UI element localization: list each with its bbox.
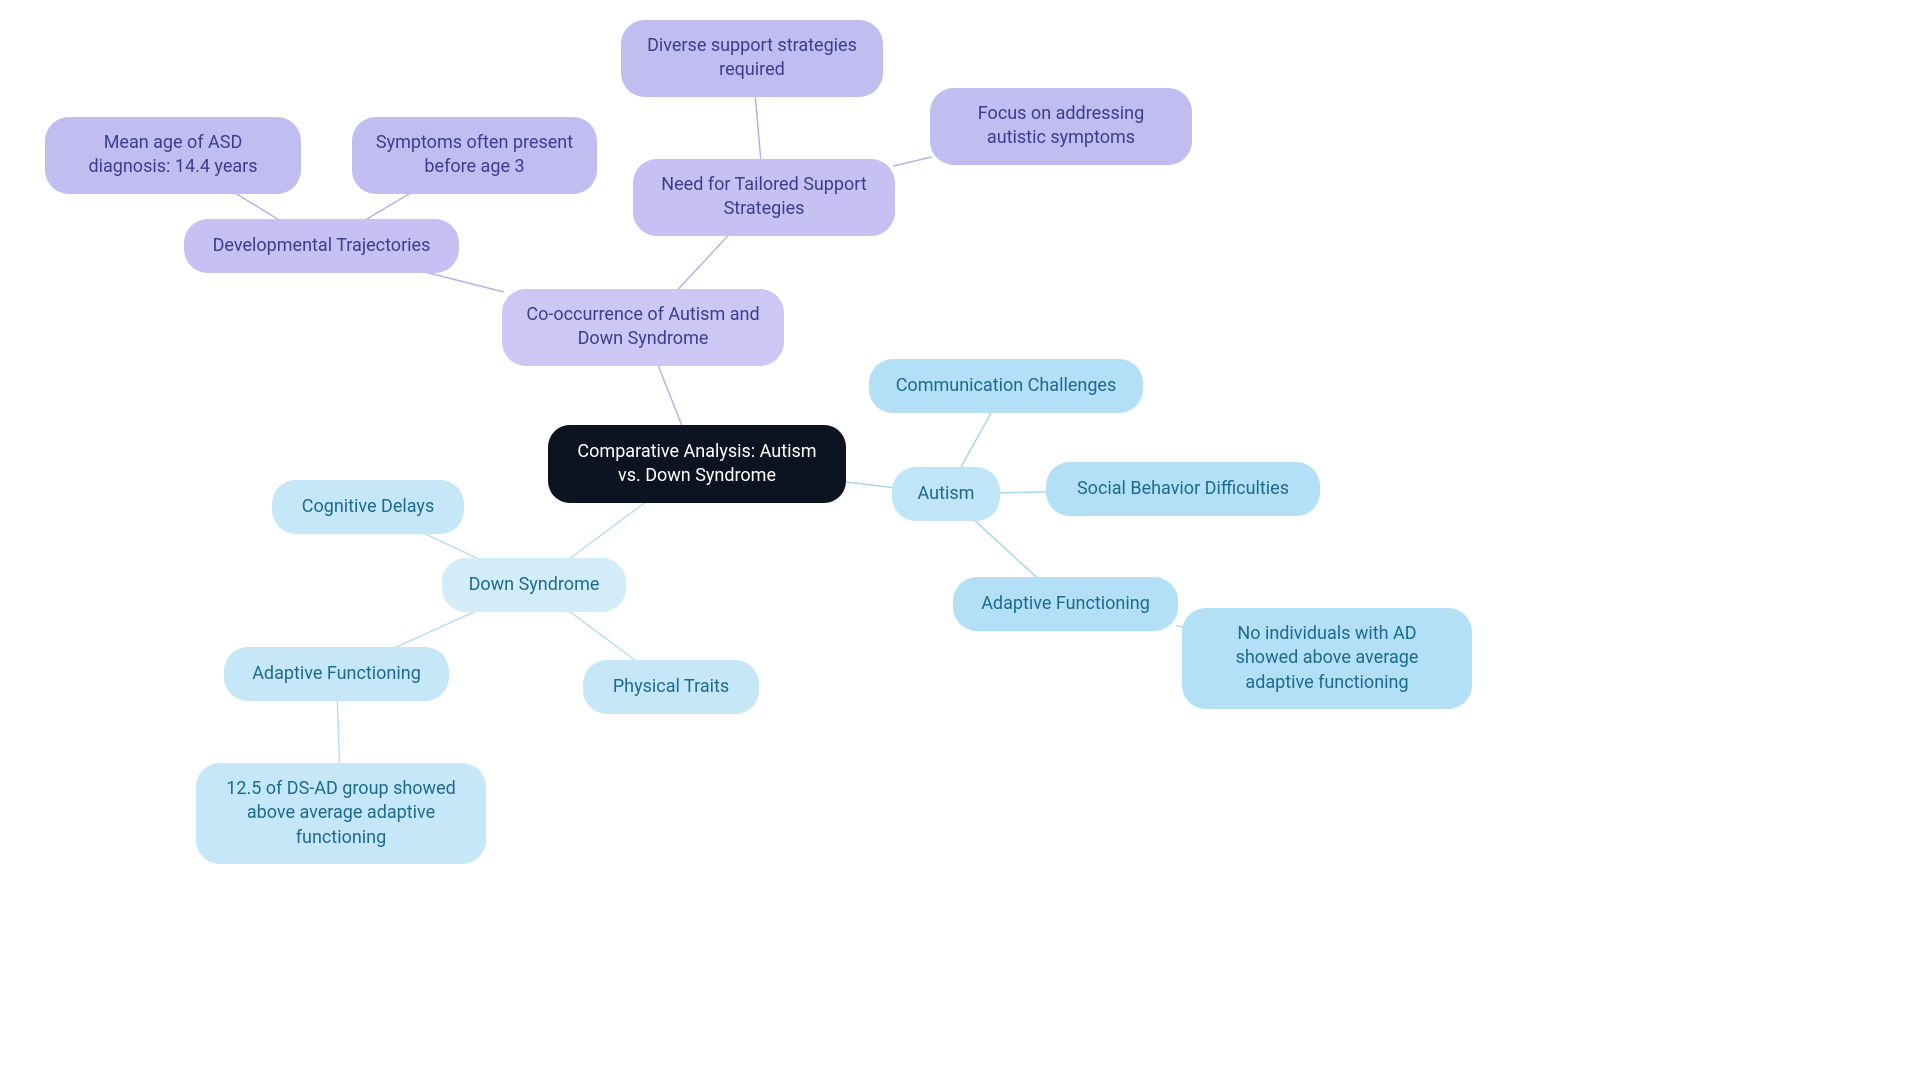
edge [974, 520, 1038, 579]
node-dt_symp: Symptoms often present before age 3 [352, 117, 597, 194]
node-devtraj: Developmental Trajectories [184, 219, 459, 273]
node-down: Down Syndrome [442, 558, 626, 612]
edge [365, 192, 412, 220]
edge [998, 492, 1048, 493]
node-aut_adapt_detail: No individuals with AD showed above aver… [1182, 608, 1472, 709]
edge [569, 611, 637, 661]
edge [677, 234, 730, 291]
edge [844, 482, 894, 488]
node-ds_adapt: Adaptive Functioning [224, 647, 449, 701]
node-ts_diverse: Diverse support strategies required [621, 20, 883, 97]
edge [960, 411, 992, 468]
node-ds_phys: Physical Traits [583, 660, 759, 714]
node-tailored: Need for Tailored Support Strategies [633, 159, 895, 236]
edge [755, 94, 761, 161]
node-dt_mean: Mean age of ASD diagnosis: 14.4 years [45, 117, 301, 194]
node-cooccur: Co-occurrence of Autism and Down Syndrom… [502, 289, 784, 366]
edge [569, 502, 646, 559]
edge [657, 363, 682, 427]
node-aut_comm: Communication Challenges [869, 359, 1143, 413]
edge [427, 273, 504, 292]
node-aut_social: Social Behavior Difficulties [1046, 462, 1320, 516]
node-ds_cog: Cognitive Delays [272, 480, 464, 534]
edge [337, 699, 339, 765]
edge [233, 192, 279, 220]
node-ds_adapt_detail: 12.5 of DS-AD group showed above average… [196, 763, 486, 864]
edge [424, 533, 479, 559]
edge [395, 611, 476, 648]
node-autism: Autism [892, 467, 1000, 521]
node-ts_focus: Focus on addressing autistic symptoms [930, 88, 1192, 165]
edge [893, 157, 932, 166]
node-aut_adapt: Adaptive Functioning [953, 577, 1178, 631]
node-root: Comparative Analysis: Autism vs. Down Sy… [548, 425, 846, 503]
